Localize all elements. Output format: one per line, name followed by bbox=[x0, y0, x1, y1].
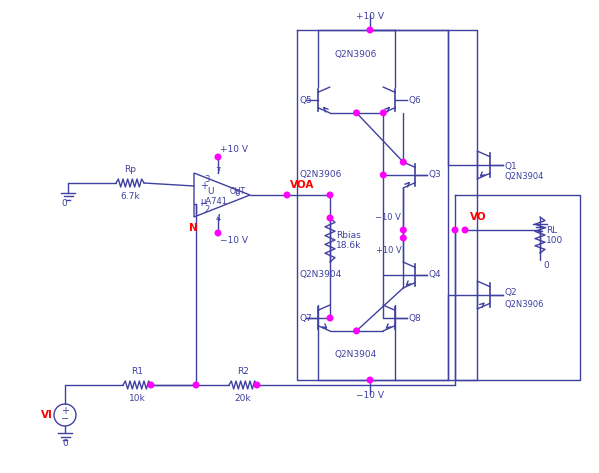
Text: 6.7k: 6.7k bbox=[120, 192, 140, 201]
Circle shape bbox=[367, 377, 373, 383]
Circle shape bbox=[401, 227, 406, 233]
Circle shape bbox=[401, 159, 406, 165]
Circle shape bbox=[215, 230, 221, 236]
Text: VO: VO bbox=[470, 212, 486, 222]
Text: RL: RL bbox=[546, 227, 557, 236]
Text: 10k: 10k bbox=[129, 394, 146, 403]
Text: 4: 4 bbox=[216, 214, 220, 223]
Text: +10 V: +10 V bbox=[376, 246, 401, 255]
Circle shape bbox=[284, 192, 290, 198]
Circle shape bbox=[380, 110, 386, 116]
Text: 100: 100 bbox=[546, 236, 563, 245]
Text: R1: R1 bbox=[131, 367, 143, 376]
Text: −10 V: −10 V bbox=[356, 391, 384, 400]
Circle shape bbox=[327, 192, 333, 198]
Text: 7: 7 bbox=[215, 167, 220, 176]
Circle shape bbox=[452, 227, 458, 233]
Circle shape bbox=[327, 315, 333, 321]
Text: Q6: Q6 bbox=[409, 96, 422, 105]
Text: Q4: Q4 bbox=[429, 271, 441, 280]
Text: Q2N3906: Q2N3906 bbox=[335, 51, 377, 60]
Circle shape bbox=[462, 227, 468, 233]
Text: Q1: Q1 bbox=[504, 163, 518, 172]
Circle shape bbox=[215, 154, 221, 160]
Text: R2: R2 bbox=[237, 367, 249, 376]
Text: 0: 0 bbox=[61, 199, 67, 208]
Text: VI: VI bbox=[41, 410, 53, 420]
Text: VOA: VOA bbox=[290, 180, 314, 190]
Circle shape bbox=[401, 235, 406, 241]
Text: −: − bbox=[200, 199, 208, 209]
Text: −10 V: −10 V bbox=[376, 213, 401, 222]
Text: +: + bbox=[200, 181, 208, 191]
Text: OUT: OUT bbox=[230, 187, 246, 196]
Text: Q3: Q3 bbox=[429, 170, 441, 179]
Text: +10 V: +10 V bbox=[356, 12, 384, 21]
Text: 6: 6 bbox=[235, 189, 240, 198]
Circle shape bbox=[380, 172, 386, 178]
Text: 3: 3 bbox=[204, 175, 210, 184]
Text: Q2N3904: Q2N3904 bbox=[300, 271, 342, 280]
Circle shape bbox=[327, 215, 333, 221]
Circle shape bbox=[353, 110, 359, 116]
Text: Q2N3904: Q2N3904 bbox=[335, 350, 377, 359]
Text: Q2N3904: Q2N3904 bbox=[504, 173, 544, 182]
Text: Rbias: Rbias bbox=[336, 231, 361, 240]
Text: Q7: Q7 bbox=[300, 314, 313, 323]
Text: Q8: Q8 bbox=[409, 314, 422, 323]
Text: N: N bbox=[189, 223, 198, 233]
Circle shape bbox=[193, 382, 199, 388]
Text: U: U bbox=[207, 186, 213, 195]
Text: Rp: Rp bbox=[124, 165, 136, 174]
Text: 18.6k: 18.6k bbox=[336, 242, 361, 251]
Circle shape bbox=[148, 382, 154, 388]
Text: Q2N3906: Q2N3906 bbox=[300, 170, 343, 179]
Text: 0: 0 bbox=[543, 261, 549, 270]
Text: +: + bbox=[61, 406, 69, 416]
Text: 2: 2 bbox=[204, 205, 210, 214]
Text: 0: 0 bbox=[62, 438, 68, 447]
Text: −: − bbox=[61, 414, 69, 424]
Text: +10 V: +10 V bbox=[220, 145, 248, 154]
Text: μA741: μA741 bbox=[201, 196, 228, 205]
Circle shape bbox=[254, 382, 260, 388]
Text: 20k: 20k bbox=[235, 394, 252, 403]
Circle shape bbox=[367, 27, 373, 33]
Text: −10 V: −10 V bbox=[220, 236, 248, 245]
Text: Q5: Q5 bbox=[300, 96, 313, 105]
Text: Q2N3906: Q2N3906 bbox=[504, 300, 544, 309]
Text: Q2: Q2 bbox=[504, 289, 517, 298]
Circle shape bbox=[353, 328, 359, 333]
